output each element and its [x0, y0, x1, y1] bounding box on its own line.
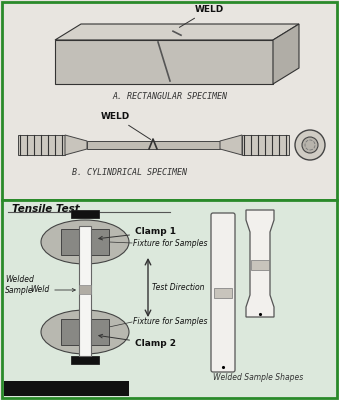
Bar — [2, 200, 337, 398]
Circle shape — [302, 137, 318, 153]
Polygon shape — [55, 24, 299, 40]
Bar — [61, 229, 109, 255]
Text: Clamp 2: Clamp 2 — [99, 334, 176, 348]
Text: Fixture for Samples: Fixture for Samples — [133, 238, 207, 248]
Bar — [251, 260, 269, 270]
Polygon shape — [220, 135, 242, 155]
Circle shape — [295, 130, 325, 160]
Bar — [87, 141, 220, 149]
Text: Welded Sample Shapes: Welded Sample Shapes — [213, 374, 303, 382]
Text: WELD: WELD — [179, 5, 224, 27]
Ellipse shape — [41, 220, 129, 264]
Polygon shape — [246, 210, 274, 317]
Text: Clamp 1: Clamp 1 — [99, 228, 176, 240]
FancyBboxPatch shape — [211, 213, 235, 372]
Text: Welded
Sample: Welded Sample — [5, 275, 34, 295]
Text: Tensile Test: Tensile Test — [12, 204, 80, 214]
Polygon shape — [55, 40, 273, 84]
Bar — [4, 381, 129, 396]
Text: Fixture for Samples: Fixture for Samples — [133, 318, 207, 326]
Polygon shape — [65, 135, 87, 155]
Text: Test Direction: Test Direction — [152, 282, 204, 292]
Text: WELD: WELD — [100, 112, 151, 140]
Bar — [79, 226, 91, 356]
Polygon shape — [273, 24, 299, 84]
Bar — [61, 319, 109, 345]
Bar — [2, 2, 337, 200]
Text: Weld: Weld — [30, 286, 75, 294]
Bar — [71, 356, 99, 364]
Ellipse shape — [41, 310, 129, 354]
Bar — [214, 288, 232, 298]
Text: B. CYLINDRICAL SPECIMEN: B. CYLINDRICAL SPECIMEN — [73, 168, 187, 177]
Bar — [242, 135, 289, 155]
Bar — [79, 285, 91, 294]
Bar — [18, 135, 65, 155]
Bar — [71, 210, 99, 218]
Text: A. RECTANGULAR SPECIMEN: A. RECTANGULAR SPECIMEN — [113, 92, 227, 101]
